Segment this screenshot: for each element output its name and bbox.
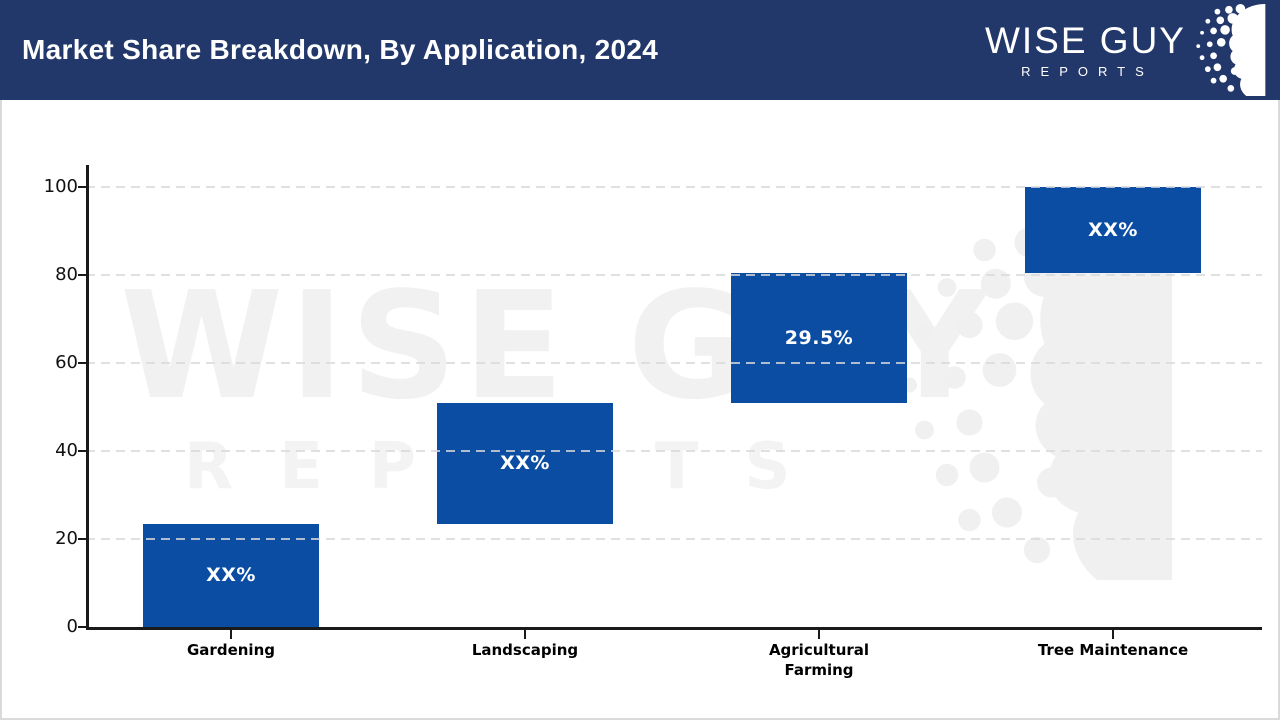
- logo-text: WISE GUY REPORTS: [985, 22, 1186, 78]
- ytick-label-60: 60: [55, 352, 78, 373]
- ytick-label-80: 80: [55, 264, 78, 285]
- ytick-mark-0: [78, 626, 86, 628]
- xtick-label-0: Gardening: [187, 641, 275, 659]
- logo-head-icon: [1196, 4, 1266, 96]
- gridline-20: [86, 538, 1262, 540]
- xtick-mark-3: [1112, 630, 1114, 639]
- bar-value-label: XX%: [206, 564, 256, 587]
- y-axis: [86, 165, 89, 629]
- xtick-label-3: Tree Maintenance: [1037, 641, 1189, 659]
- ytick-label-20: 20: [55, 528, 78, 549]
- bar-tree-maintenance: XX%: [1025, 187, 1201, 273]
- bar-landscaping: XX%: [437, 402, 613, 524]
- bar-value-label: XX%: [500, 452, 550, 475]
- ytick-label-0: 0: [66, 616, 78, 637]
- xtick-mark-2: [818, 630, 820, 639]
- gridline-60: [86, 362, 1262, 364]
- gridline-80: [86, 274, 1262, 276]
- ytick-mark-80: [78, 274, 86, 276]
- bar-agricultural-farming: 29.5%: [731, 272, 907, 403]
- logo-wordmark: WISE GUY: [984, 20, 1186, 61]
- ytick-mark-20: [78, 538, 86, 540]
- ytick-mark-100: [78, 186, 86, 188]
- chart-area: WISE GUY REPORTS 020406080100XX%Gardenin…: [0, 100, 1280, 720]
- gridline-100: [86, 186, 1262, 188]
- bar-gardening: XX%: [143, 523, 319, 627]
- gridline-40: [86, 450, 1262, 452]
- ytick-mark-40: [78, 450, 86, 452]
- ytick-label-100: 100: [43, 176, 78, 197]
- logo-subtitle: REPORTS: [1021, 64, 1154, 79]
- x-axis: [86, 627, 1262, 630]
- chart-title: Market Share Breakdown, By Application, …: [22, 34, 659, 65]
- wiseguy-logo: WISE GUY REPORTS: [985, 4, 1266, 96]
- bar-value-label: XX%: [1088, 218, 1138, 241]
- xtick-mark-1: [524, 630, 526, 639]
- ytick-mark-60: [78, 362, 86, 364]
- xtick-label-2: Agricultural Farming: [768, 641, 870, 679]
- ytick-label-40: 40: [55, 440, 78, 461]
- xtick-mark-0: [230, 630, 232, 639]
- bar-value-label: 29.5%: [784, 326, 854, 349]
- xtick-label-1: Landscaping: [471, 641, 579, 659]
- header: Market Share Breakdown, By Application, …: [0, 0, 1280, 100]
